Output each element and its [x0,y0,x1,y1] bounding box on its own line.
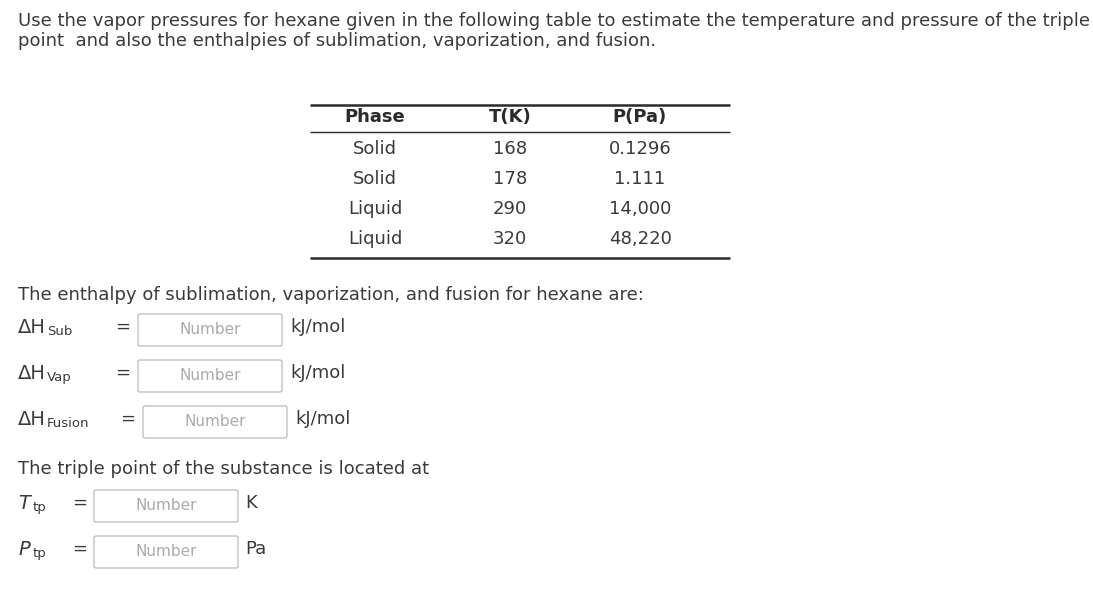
Text: 168: 168 [493,140,527,158]
Text: kJ/mol: kJ/mol [290,318,345,336]
Text: 178: 178 [493,170,527,188]
Text: Number: Number [179,323,240,338]
Text: 290: 290 [493,200,527,218]
FancyBboxPatch shape [94,536,238,568]
FancyBboxPatch shape [138,360,282,392]
Text: The triple point of the substance is located at: The triple point of the substance is loc… [17,460,430,478]
Text: P: P [17,540,30,559]
Text: kJ/mol: kJ/mol [295,410,351,428]
Text: 14,000: 14,000 [609,200,671,218]
Text: =: = [115,364,130,382]
Text: The enthalpy of sublimation, vaporization, and fusion for hexane are:: The enthalpy of sublimation, vaporizatio… [17,286,644,304]
Text: =: = [72,540,87,558]
Text: ΔH: ΔH [17,410,46,429]
Text: Liquid: Liquid [348,200,402,218]
Text: tp: tp [33,501,47,514]
FancyBboxPatch shape [138,314,282,346]
Text: =: = [120,410,136,428]
Text: Solid: Solid [353,140,397,158]
Text: Fusion: Fusion [47,417,90,430]
Text: tp: tp [33,547,47,560]
Text: K: K [245,494,257,512]
FancyBboxPatch shape [94,490,238,522]
Text: 48,220: 48,220 [609,230,671,248]
Text: Phase: Phase [344,108,406,126]
Text: Vap: Vap [47,371,72,384]
Text: Solid: Solid [353,170,397,188]
Text: Liquid: Liquid [348,230,402,248]
Text: ΔH: ΔH [17,364,46,383]
Text: kJ/mol: kJ/mol [290,364,345,382]
Text: =: = [72,494,87,512]
Text: Sub: Sub [47,325,72,338]
Text: Use the vapor pressures for hexane given in the following table to estimate the : Use the vapor pressures for hexane given… [17,12,1090,30]
Text: 1.111: 1.111 [614,170,666,188]
Text: P(Pa): P(Pa) [613,108,667,126]
FancyBboxPatch shape [143,406,287,438]
Text: Number: Number [185,415,246,430]
Text: T(K): T(K) [489,108,531,126]
Text: Number: Number [179,368,240,383]
Text: point  and also the enthalpies of sublimation, vaporization, and fusion.: point and also the enthalpies of sublima… [17,32,656,50]
Text: T: T [17,494,30,513]
Text: Pa: Pa [245,540,267,558]
Text: =: = [115,318,130,336]
Text: ΔH: ΔH [17,318,46,337]
Text: Number: Number [136,545,197,560]
Text: 320: 320 [493,230,527,248]
Text: Number: Number [136,498,197,513]
Text: 0.1296: 0.1296 [609,140,671,158]
